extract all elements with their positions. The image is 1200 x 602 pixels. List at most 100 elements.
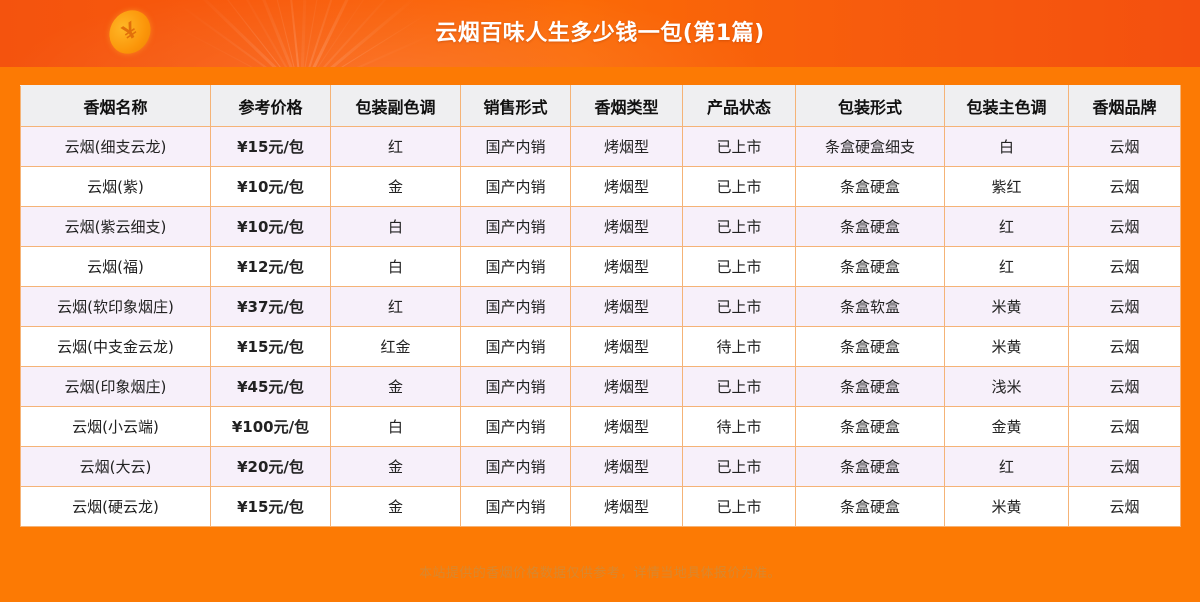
cell-pack-form: 条盒硬盒细支	[795, 126, 945, 167]
cell-sub-color: 金	[330, 446, 461, 487]
cell-name: 云烟(小云端)	[20, 406, 211, 447]
cell-price: ¥15元/包	[210, 486, 331, 527]
cell-sub-color: 白	[330, 246, 461, 287]
column-header-pack-form: 包装形式	[795, 85, 945, 127]
cell-main-color: 米黄	[944, 286, 1069, 327]
table-row[interactable]: 云烟(印象烟庄) ¥45元/包金国产内销 烤烟型 已上市 条盒硬盒 浅米 云烟	[20, 366, 1181, 407]
column-header-name: 香烟名称	[20, 85, 211, 127]
cell-brand: 云烟	[1068, 126, 1181, 167]
cell-sub-color: 白	[330, 406, 461, 447]
cell-brand: 云烟	[1068, 206, 1181, 247]
cell-name: 云烟(中支金云龙)	[20, 326, 211, 367]
cell-type: 烤烟型	[570, 486, 683, 527]
cell-brand: 云烟	[1068, 366, 1181, 407]
cell-pack-form: 条盒硬盒	[795, 446, 945, 487]
cell-name: 云烟(细支云龙)	[20, 126, 211, 167]
cell-name: 云烟(大云)	[20, 446, 211, 487]
cell-status: 已上市	[682, 486, 796, 527]
cell-name: 云烟(紫云细支)	[20, 206, 211, 247]
disclaimer-note: 本站提供的香烟价格数据仅供参考，详情当地具体报价为准。	[419, 566, 781, 581]
cell-pack-form: 条盒硬盒	[795, 246, 945, 287]
column-header-sub-color: 包装副色调	[330, 85, 461, 127]
cell-status: 已上市	[682, 166, 796, 207]
cell-status: 已上市	[682, 366, 796, 407]
cell-pack-form: 条盒软盒	[795, 286, 945, 327]
table-row[interactable]: 云烟(大云) ¥20元/包金国产内销 烤烟型 已上市 条盒硬盒红云烟	[20, 446, 1181, 487]
table-row[interactable]: 云烟(紫云细支) ¥10元/包白国产内销 烤烟型 已上市 条盒硬盒红云烟	[20, 206, 1181, 247]
cell-brand: 云烟	[1068, 286, 1181, 327]
table-body: 云烟(细支云龙) ¥15元/包红国产内销 烤烟型 已上市 条盒硬盒细支白云烟 云烟(紫) ¥…	[20, 126, 1181, 527]
cell-price: ¥45元/包	[210, 366, 331, 407]
cell-type: 烤烟型	[570, 246, 683, 287]
cell-status: 已上市	[682, 286, 796, 327]
cell-name: 云烟(福)	[20, 246, 211, 287]
cell-sub-color: 红	[330, 126, 461, 167]
column-header-sales-form: 销售形式	[460, 85, 571, 127]
cell-main-color: 米黄	[944, 326, 1069, 367]
cell-brand: 云烟	[1068, 406, 1181, 447]
cigarette-price-table: 香烟名称 参考价格 包装副色调 销售形式 香烟类型 产品状态 包装形式 包装主色…	[20, 85, 1181, 527]
cell-sub-color: 金	[330, 366, 461, 407]
table-header: 香烟名称 参考价格 包装副色调 销售形式 香烟类型 产品状态 包装形式 包装主色…	[20, 85, 1181, 127]
table-row[interactable]: 云烟(福) ¥12元/包白国产内销 烤烟型 已上市 条盒硬盒红云烟	[20, 246, 1181, 287]
cell-status: 已上市	[682, 446, 796, 487]
column-header-type: 香烟类型	[570, 85, 683, 127]
cell-main-color: 红	[944, 206, 1069, 247]
column-header-brand: 香烟品牌	[1068, 85, 1181, 127]
cell-name: 云烟(软印象烟庄)	[20, 286, 211, 327]
cell-type: 烤烟型	[570, 166, 683, 207]
cell-price: ¥100元/包	[210, 406, 331, 447]
column-header-price: 参考价格	[210, 85, 331, 127]
cell-brand: 云烟	[1068, 166, 1181, 207]
cell-sub-color: 金	[330, 486, 461, 527]
cell-type: 烤烟型	[570, 406, 683, 447]
cell-pack-form: 条盒硬盒	[795, 366, 945, 407]
cell-brand: 云烟	[1068, 246, 1181, 287]
cell-type: 烤烟型	[570, 326, 683, 367]
cell-price: ¥10元/包	[210, 166, 331, 207]
cell-brand: 云烟	[1068, 486, 1181, 527]
cell-sales-form: 国产内销	[460, 446, 571, 487]
cell-sales-form: 国产内销	[460, 326, 571, 367]
cell-main-color: 红	[944, 246, 1069, 287]
cell-sales-form: 国产内销	[460, 286, 571, 327]
table-row[interactable]: 云烟(软印象烟庄) ¥37元/包红国产内销 烤烟型 已上市 条盒软盒 米黄 云烟	[20, 286, 1181, 327]
table-row[interactable]: 云烟(细支云龙) ¥15元/包红国产内销 烤烟型 已上市 条盒硬盒细支白云烟	[20, 126, 1181, 167]
column-header-main-color: 包装主色调	[944, 85, 1069, 127]
cell-brand: 云烟	[1068, 326, 1181, 367]
cell-type: 烤烟型	[570, 206, 683, 247]
cell-pack-form: 条盒硬盒	[795, 206, 945, 247]
cell-sub-color: 红金	[330, 326, 461, 367]
cell-price: ¥12元/包	[210, 246, 331, 287]
cell-main-color: 米黄	[944, 486, 1069, 527]
cell-sales-form: 国产内销	[460, 206, 571, 247]
cell-status: 已上市	[682, 126, 796, 167]
cell-name: 云烟(硬云龙)	[20, 486, 211, 527]
cell-type: 烤烟型	[570, 366, 683, 407]
table-row[interactable]: 云烟(硬云龙) ¥15元/包金国产内销 烤烟型 已上市 条盒硬盒 米黄 云烟	[20, 486, 1181, 527]
table-row[interactable]: 云烟(紫) ¥10元/包金国产内销 烤烟型 已上市 条盒硬盒 紫红 云烟	[20, 166, 1181, 207]
cell-price: ¥10元/包	[210, 206, 331, 247]
cell-sales-form: 国产内销	[460, 406, 571, 447]
cell-pack-form: 条盒硬盒	[795, 486, 945, 527]
table-row[interactable]: 云烟(小云端) ¥100元/包白国产内销 烤烟型 待上市 条盒硬盒 金黄 云烟	[20, 406, 1181, 447]
cell-main-color: 金黄	[944, 406, 1069, 447]
cell-price: ¥37元/包	[210, 286, 331, 327]
cell-sales-form: 国产内销	[460, 246, 571, 287]
cell-type: 烤烟型	[570, 446, 683, 487]
cell-price: ¥15元/包	[210, 126, 331, 167]
cell-name: 云烟(紫)	[20, 166, 211, 207]
cell-main-color: 白	[944, 126, 1069, 167]
cell-main-color: 浅米	[944, 366, 1069, 407]
table-row[interactable]: 云烟(中支金云龙) ¥15元/包 红金 国产内销 烤烟型 待上市 条盒硬盒 米黄 云烟	[20, 326, 1181, 367]
page-banner: ¥ 云烟百味人生多少钱一包(第1篇)	[0, 0, 1200, 67]
cell-status: 已上市	[682, 206, 796, 247]
cell-name: 云烟(印象烟庄)	[20, 366, 211, 407]
cell-brand: 云烟	[1068, 446, 1181, 487]
cell-price: ¥15元/包	[210, 326, 331, 367]
cell-sub-color: 红	[330, 286, 461, 327]
cell-sales-form: 国产内销	[460, 126, 571, 167]
cell-pack-form: 条盒硬盒	[795, 166, 945, 207]
cell-sales-form: 国产内销	[460, 366, 571, 407]
cell-sales-form: 国产内销	[460, 166, 571, 207]
